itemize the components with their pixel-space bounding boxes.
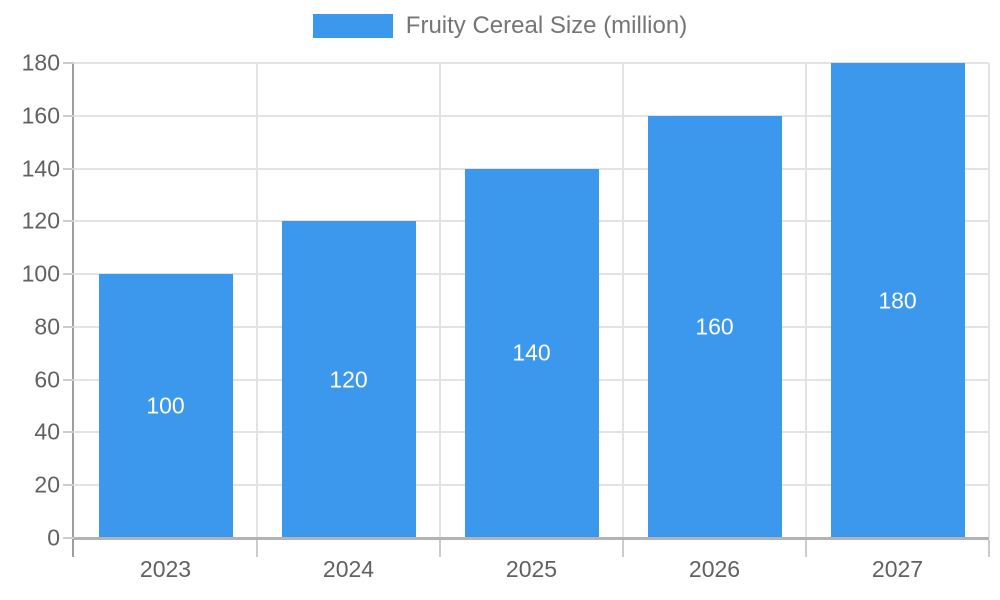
bar-value-label: 120 (329, 366, 368, 393)
y-axis-tick-label: 140 (21, 155, 60, 182)
y-gridline (74, 62, 989, 64)
x-axis-label-2025: 2025 (505, 556, 558, 582)
y-axis-tick-label: 180 (21, 49, 60, 76)
y-axis-tick-label: 60 (34, 366, 60, 393)
x-axis-label-2027: 2027 (871, 556, 924, 582)
legend-item[interactable]: Fruity Cereal Size (million) (312, 12, 688, 40)
y-axis-tick-label: 0 (47, 524, 60, 551)
bar-value-label: 160 (695, 313, 734, 340)
y-axis-tick (63, 325, 74, 328)
y-axis-tick-label: 40 (34, 418, 60, 445)
bar-2025[interactable] (464, 168, 599, 538)
x-axis-tick (988, 540, 990, 557)
x-axis-label-2024: 2024 (322, 556, 375, 582)
bar-2027[interactable] (830, 63, 965, 538)
y-axis-tick-label: 160 (21, 102, 60, 129)
y-axis-line (72, 63, 74, 557)
legend-swatch-icon (312, 14, 393, 38)
x-gridline (256, 63, 258, 538)
x-axis-line (74, 537, 989, 540)
x-axis-tick (439, 540, 441, 557)
y-axis-tick (63, 378, 74, 381)
y-gridline (74, 114, 989, 117)
y-axis-tick (63, 431, 74, 434)
bar-2026[interactable] (647, 115, 782, 538)
chart-legend: Fruity Cereal Size (million) (0, 12, 1000, 40)
y-axis-tick (63, 167, 74, 170)
y-axis-tick-label: 120 (21, 207, 60, 234)
bar-2024[interactable] (281, 221, 416, 538)
x-gridline (988, 63, 990, 538)
x-axis-label-2023: 2023 (139, 556, 192, 582)
y-axis-tick (63, 62, 74, 64)
legend-label: Fruity Cereal Size (million) (405, 12, 688, 39)
bar-2023[interactable] (98, 274, 233, 538)
x-gridline (439, 63, 441, 538)
x-axis-tick (622, 540, 624, 557)
y-axis-tick-label: 20 (34, 471, 60, 498)
x-axis-tick (256, 540, 258, 557)
bar-value-label: 180 (878, 287, 917, 313)
x-axis-tick (805, 540, 807, 557)
x-axis-label-2026: 2026 (688, 556, 741, 582)
y-axis-tick-label: 100 (21, 260, 60, 287)
y-axis-tick (63, 484, 74, 487)
bar-value-label: 100 (146, 392, 185, 419)
y-axis-tick (63, 220, 74, 223)
y-axis-tick-label: 80 (34, 313, 60, 340)
y-axis-tick (63, 114, 74, 117)
bar-value-label: 140 (512, 339, 551, 366)
x-gridline (622, 63, 624, 538)
x-gridline (805, 63, 807, 538)
y-axis-tick (63, 537, 74, 539)
y-axis-tick (63, 273, 74, 276)
